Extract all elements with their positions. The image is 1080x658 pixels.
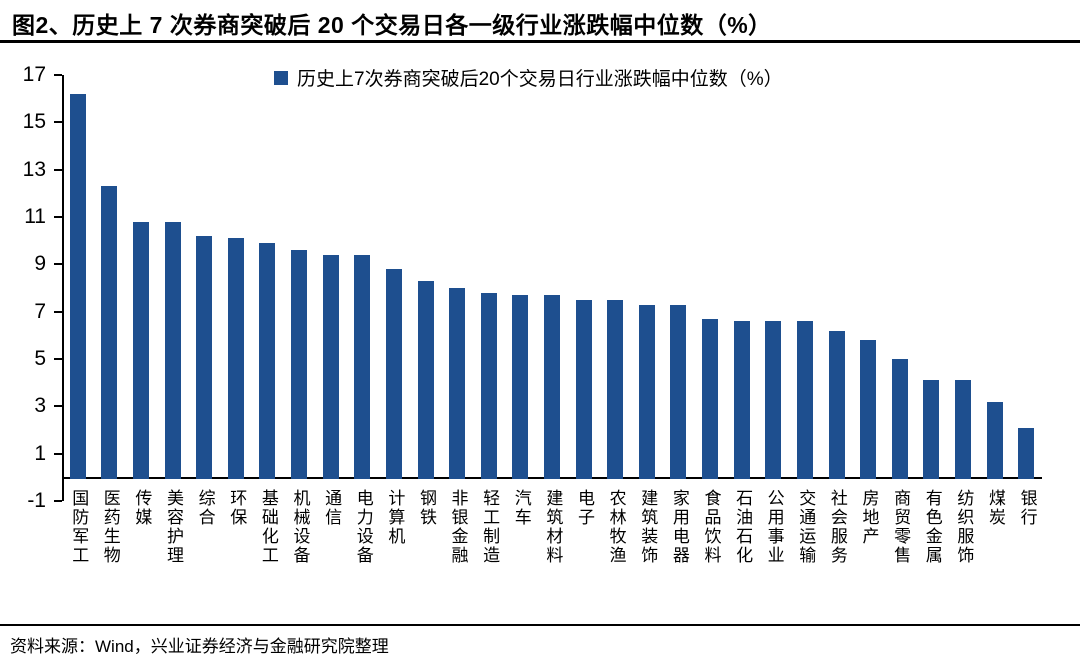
y-axis-tick-label: -1 [27,489,46,512]
figure-title: 图2、历史上 7 次券商突破后 20 个交易日各一级行业涨跌幅中位数（%） [12,12,772,38]
y-axis-tick [54,216,62,218]
bar [69,93,86,480]
bar [164,221,181,480]
source-note: 资料来源：Wind，兴业证券经济与金融研究院整理 [10,637,389,656]
x-axis-label: 美容护理 [164,489,184,566]
x-axis-label: 交通运输 [796,489,816,566]
x-axis-label: 社会服务 [827,489,847,566]
y-axis-tick-label: 5 [34,347,46,370]
x-axis-label: 医药生物 [100,489,120,566]
x-axis-label: 建筑装饰 [638,489,658,566]
bar [227,238,244,480]
x-axis-label: 通信 [322,489,342,528]
y-axis-tick-label: 9 [34,252,46,276]
y-axis-line [62,75,64,501]
bar [291,250,308,480]
x-axis-label: 公用事业 [764,489,784,566]
bar [765,321,782,480]
bar [259,243,276,480]
bar [133,221,150,480]
bar [480,292,497,480]
bar [638,304,655,480]
x-axis-label: 纺织服饰 [954,489,974,566]
x-axis-label: 轻工制造 [480,489,500,566]
x-axis-label: 环保 [227,489,247,528]
bar [828,330,845,480]
x-axis-label: 国防军工 [69,489,89,566]
x-axis-label: 煤炭 [985,489,1005,528]
x-axis-label: 计算机 [385,489,405,547]
x-axis-label: 综合 [195,489,215,528]
legend-swatch [274,70,288,85]
bar [322,254,339,480]
x-axis-label: 石油石化 [733,489,753,566]
bar [1018,427,1035,480]
x-axis-label: 传媒 [132,489,152,528]
bar [923,380,940,480]
bar [575,299,592,480]
bar [354,254,371,480]
x-axis-label: 非银金融 [448,489,468,566]
x-axis-label: 汽车 [511,489,531,528]
plot-area: 17 15 13 11 9 7 5 3 1 -1 国防军工 医药生物 传媒 美容护理 综合 环保 基础化工 机械设… [23,63,1042,565]
bar [702,318,719,480]
x-axis-label: 电力设备 [353,489,373,566]
bar [670,304,687,480]
bar [512,295,529,480]
x-axis-label: 农林牧渔 [606,489,626,566]
bar [733,321,750,480]
bar [101,186,118,480]
x-axis-label: 家用电器 [669,489,689,566]
x-axis-label: 房地产 [859,489,879,547]
x-axis-label: 建筑材料 [543,489,563,566]
y-axis-tick [54,452,62,455]
y-axis-tick-label: 17 [22,63,46,86]
y-axis-tick-label: 3 [34,394,46,418]
y-axis-tick-label: 13 [22,157,46,181]
bar [860,340,877,480]
bar [544,295,560,480]
bar [954,380,971,480]
x-axis-label: 商贸零售 [891,489,911,566]
bar [891,359,908,480]
x-axis-label: 机械设备 [290,489,310,566]
x-axis-label: 有色金属 [922,489,942,566]
bar-chart: 历史上7次券商突破后20个交易日行业涨跌幅中位数（%） 17 15 13 11 9 7 5 3… [0,44,1080,614]
y-axis-tick [54,500,62,502]
bar [986,401,1003,480]
y-axis-tick [54,168,62,171]
bar [385,269,402,480]
source-divider [0,624,1080,626]
x-axis-label: 电子 [575,489,594,528]
x-axis-label: 基础化工 [258,489,278,566]
bar [796,321,813,480]
y-axis-tick [54,263,62,266]
chart-legend: 历史上7次券商突破后20个交易日行业涨跌幅中位数（%） [274,64,783,91]
y-axis-tick-label: 11 [24,205,46,228]
bar [607,299,624,480]
x-axis-label: 食品饮料 [701,489,721,566]
y-axis-tick-label: 15 [22,110,46,134]
y-axis-tick [54,74,62,76]
bar [196,235,213,480]
y-axis-tick-label: 7 [34,299,46,323]
y-axis-tick [54,358,62,360]
legend-label: 历史上7次券商突破后20个交易日行业涨跌幅中位数（%） [297,69,783,90]
y-axis-tick [54,121,62,124]
bar [417,280,434,480]
y-axis-tick [54,405,62,408]
title-divider [0,40,1080,43]
y-axis-tick-label: 1 [34,441,46,465]
x-axis-label: 银行 [1017,489,1037,528]
x-axis-label: 钢铁 [416,489,436,528]
y-axis-tick [54,310,62,313]
bar [449,288,466,480]
